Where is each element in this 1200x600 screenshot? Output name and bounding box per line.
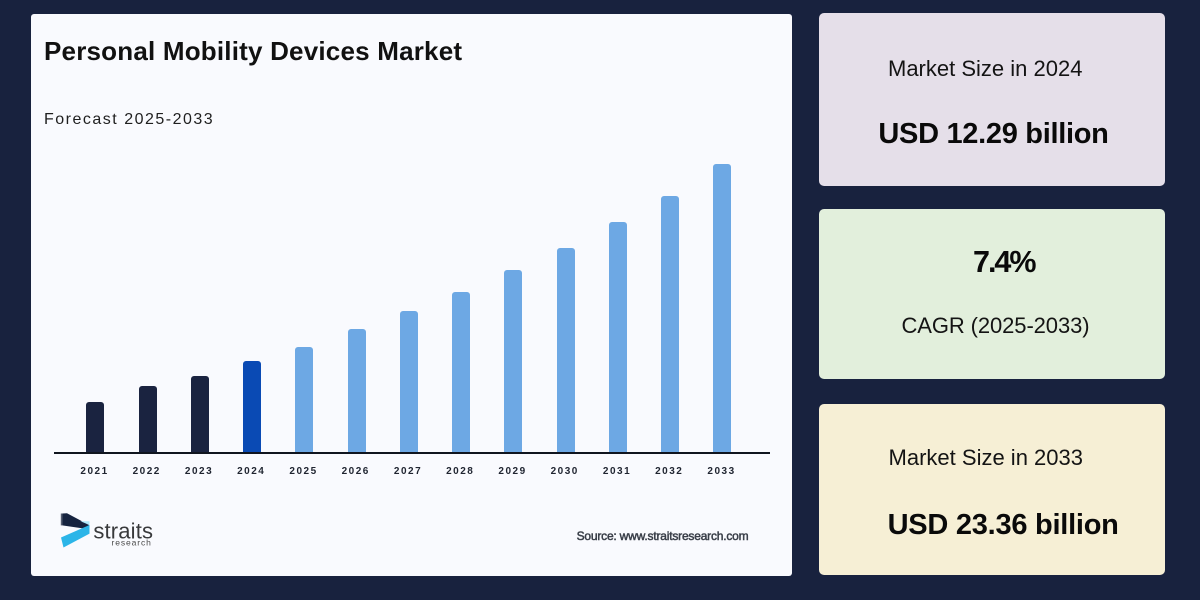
svg-text:research: research <box>112 538 152 548</box>
svg-text:straits: straits <box>93 518 153 543</box>
